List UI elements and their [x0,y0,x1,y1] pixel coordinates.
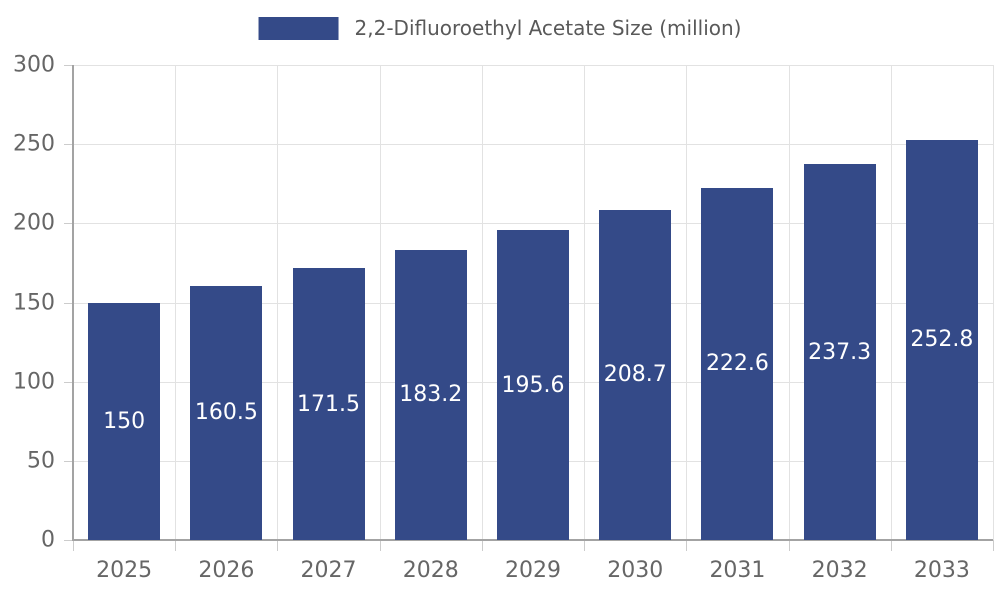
bar-value-label: 171.5 [297,391,361,417]
bar-2025[interactable]: 150 [88,302,161,540]
y-tick-mark [64,302,73,304]
y-axis-tick-label: 250 [13,131,55,157]
x-axis-tick-label: 2027 [300,558,357,583]
x-gridline [481,65,483,540]
x-axis-tick-label: 2031 [709,558,766,583]
bar-value-label: 237.3 [808,339,872,365]
x-axis-tick-label: 2028 [402,558,459,583]
x-tick-mark [481,540,483,551]
legend-item[interactable]: 2,2-Difluoroethyl Acetate Size (million) [258,16,742,40]
y-gridline [73,223,993,225]
bar-value-label: 222.6 [705,351,769,377]
x-axis-tick-label: 2025 [96,558,153,583]
y-axis-tick-label: 0 [41,527,55,553]
legend-label: 2,2-Difluoroethyl Acetate Size (million) [354,16,742,40]
y-tick-mark [64,381,73,383]
x-axis-tick-label: 2030 [607,558,664,583]
x-gridline [277,65,279,540]
x-gridline [788,65,790,540]
bar-value-label: 208.7 [603,362,667,388]
bar-value-label: 183.2 [399,382,463,408]
y-axis-tick-label: 150 [13,290,55,315]
bar-2030[interactable]: 208.7 [599,209,672,540]
x-tick-mark [379,540,381,551]
legend-swatch [258,17,339,40]
x-axis-line [72,539,993,541]
x-axis-tick-label: 2032 [811,558,868,583]
x-gridline [890,65,892,540]
y-axis-tick-label: 200 [13,210,55,236]
bar-2031[interactable]: 222.6 [701,187,774,540]
bar-value-label: 252.8 [910,327,974,353]
x-tick-mark [890,540,892,551]
bar-2026[interactable]: 160.5 [190,285,263,540]
x-gridline [993,65,994,540]
bar-2028[interactable]: 183.2 [394,249,467,540]
x-axis-tick-label: 2029 [505,558,561,583]
bar-2029[interactable]: 195.6 [497,230,569,540]
bar-value-label: 150 [103,408,146,434]
x-gridline [175,65,177,540]
x-tick-mark [175,540,177,551]
x-tick-mark [584,540,586,551]
y-axis-tick-label: 300 [13,52,55,78]
y-tick-mark [64,65,73,66]
y-axis-tick-label: 50 [27,448,55,474]
y-gridline [73,65,993,66]
y-tick-mark [64,460,73,462]
bar-value-label: 160.5 [194,400,258,426]
x-gridline [686,65,688,540]
x-tick-mark [788,540,790,551]
x-tick-mark [73,540,74,551]
bar-value-label: 195.6 [501,372,565,398]
x-axis-tick-label: 2026 [198,558,255,583]
x-tick-mark [993,540,994,551]
bar-2032[interactable]: 237.3 [803,164,876,540]
bar-2027[interactable]: 171.5 [292,268,365,540]
y-tick-mark [64,223,73,225]
y-axis-line [72,65,74,540]
bar-2033[interactable]: 252.8 [905,139,978,540]
x-axis-tick-label: 2033 [913,558,970,583]
y-axis-tick-label: 100 [13,369,55,395]
x-gridline [584,65,586,540]
x-gridline [379,65,381,540]
x-tick-mark [686,540,688,551]
y-gridline [73,144,993,146]
y-tick-mark [64,144,73,146]
y-tick-mark [64,540,73,541]
x-tick-mark [277,540,279,551]
